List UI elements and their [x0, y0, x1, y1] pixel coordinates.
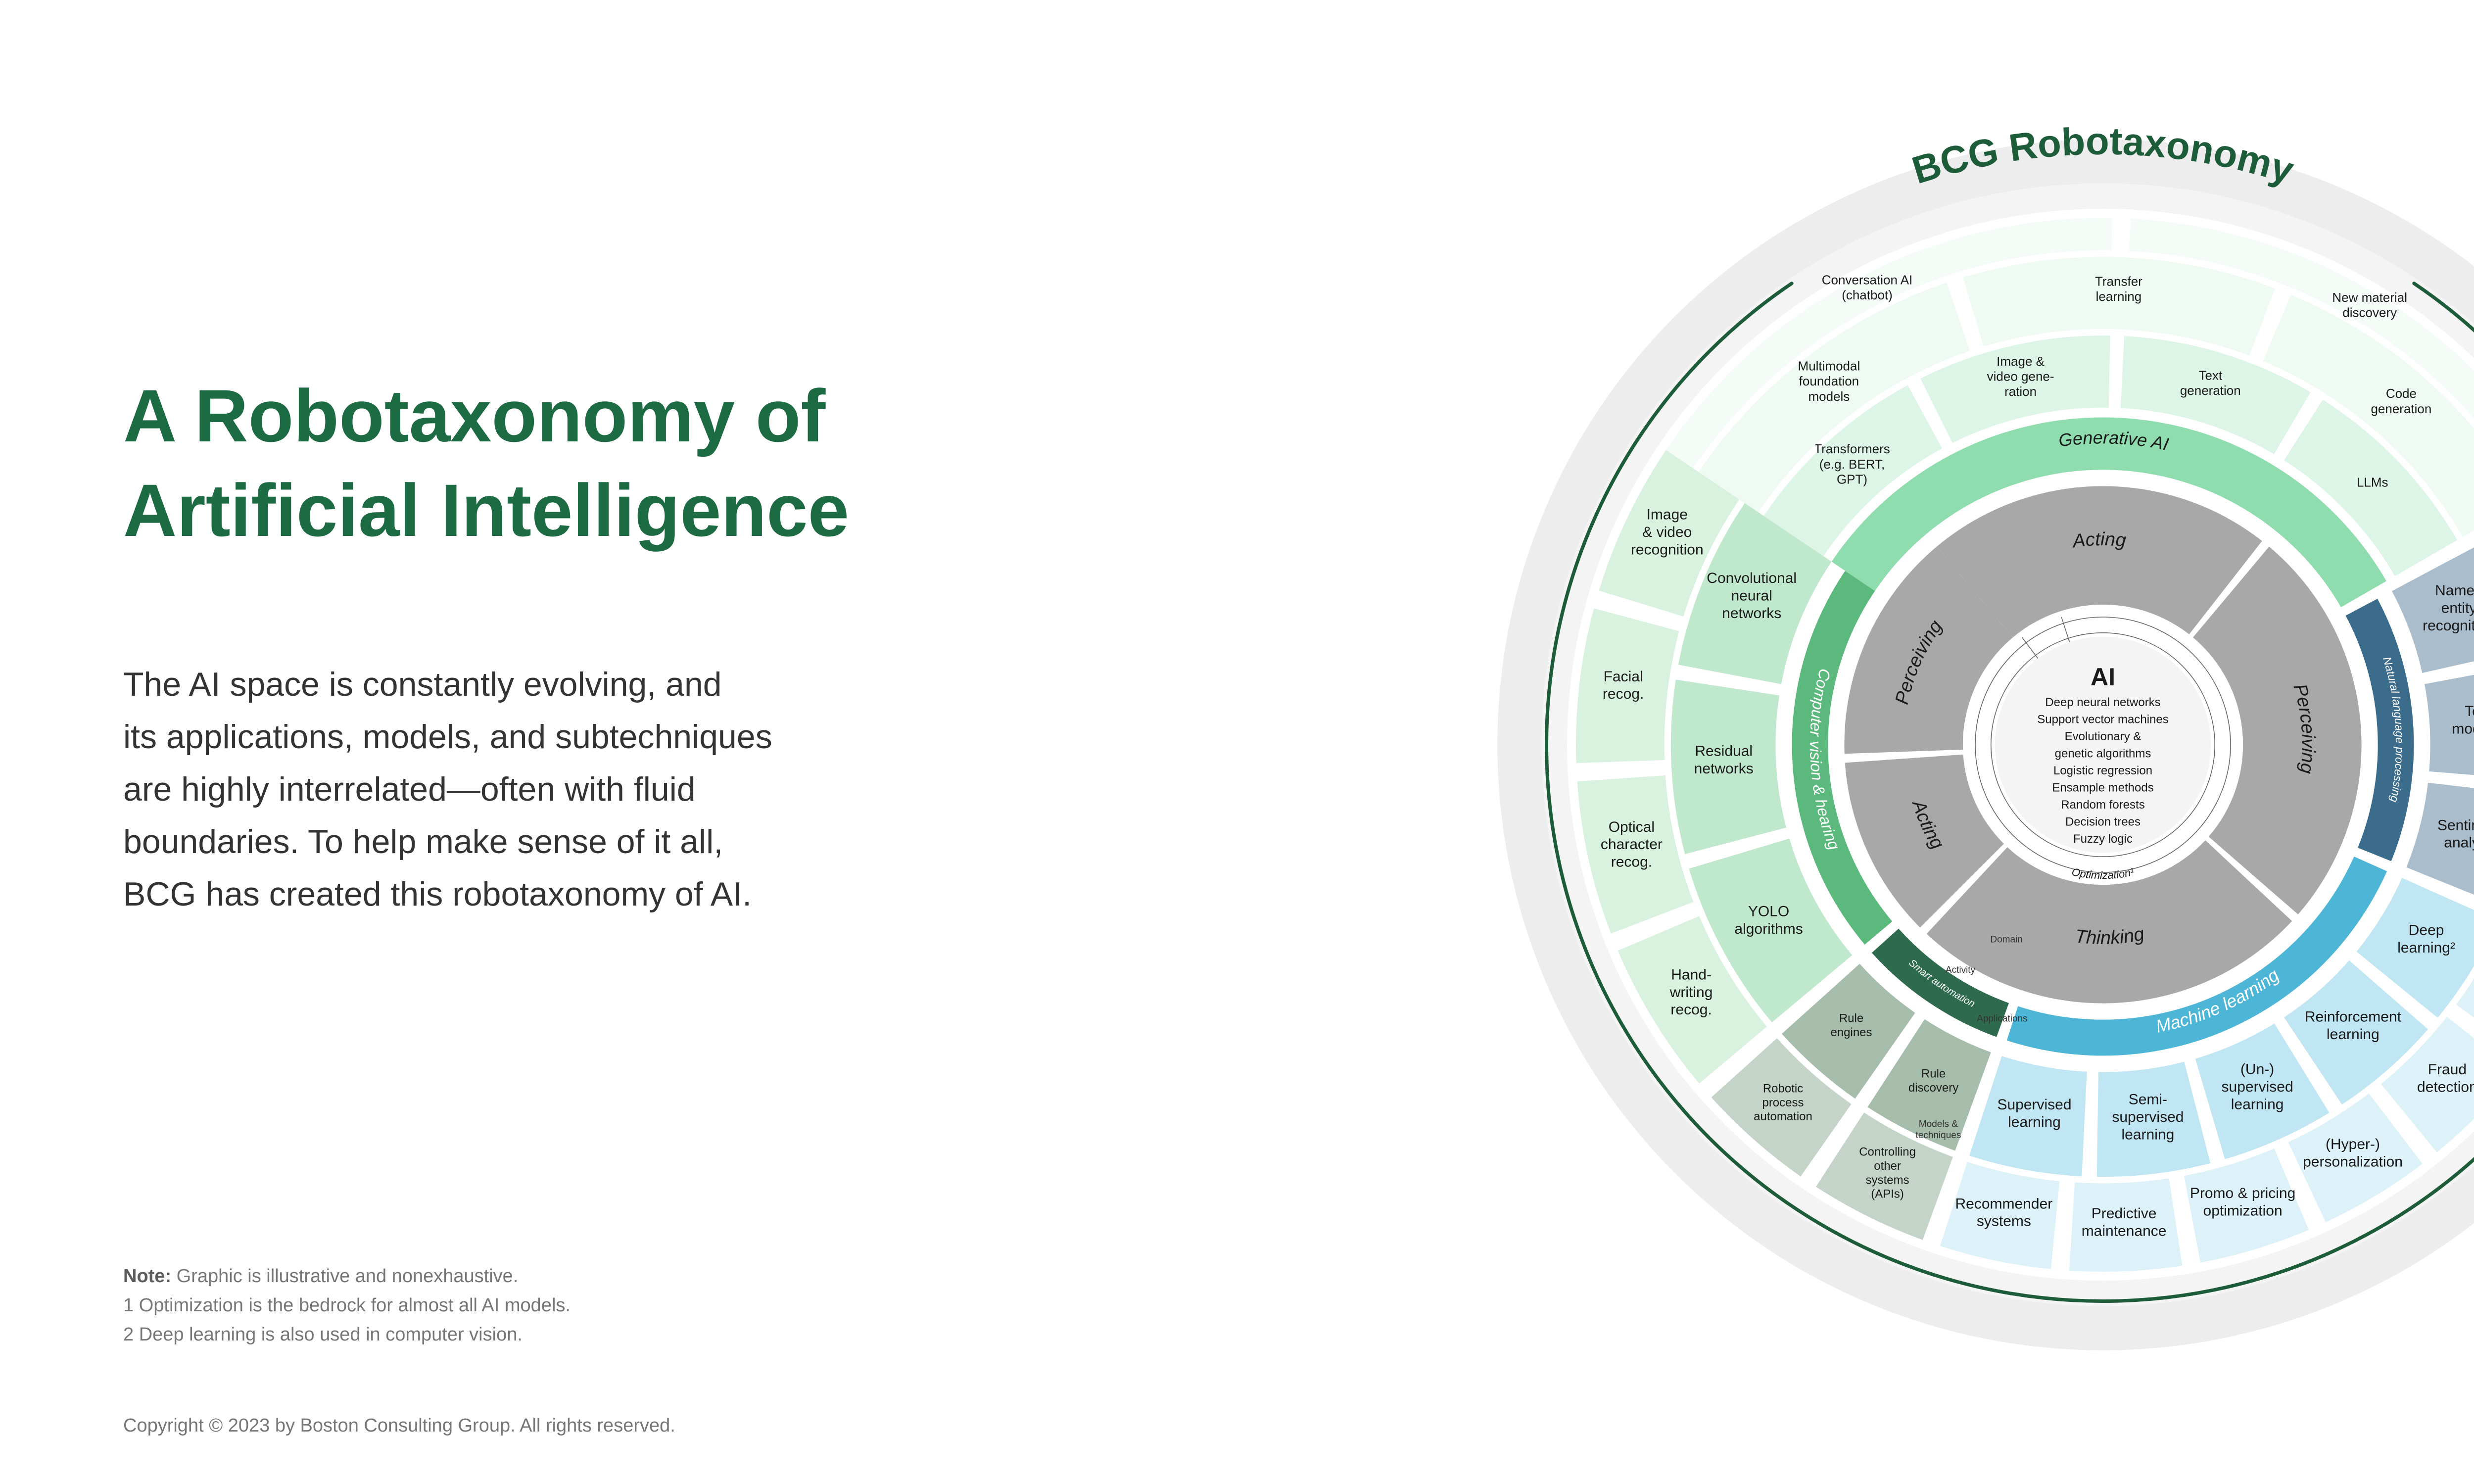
svg-text:Activity: Activity	[1946, 965, 1976, 975]
svg-text:Domain: Domain	[1990, 935, 2022, 945]
svg-text:LLMs: LLMs	[2357, 475, 2388, 490]
svg-text:Applications: Applications	[1977, 1013, 2027, 1024]
svg-text:Models &techniques: Models & techniques	[1915, 1119, 1961, 1141]
svg-text:Acting: Acting	[2070, 529, 2127, 552]
